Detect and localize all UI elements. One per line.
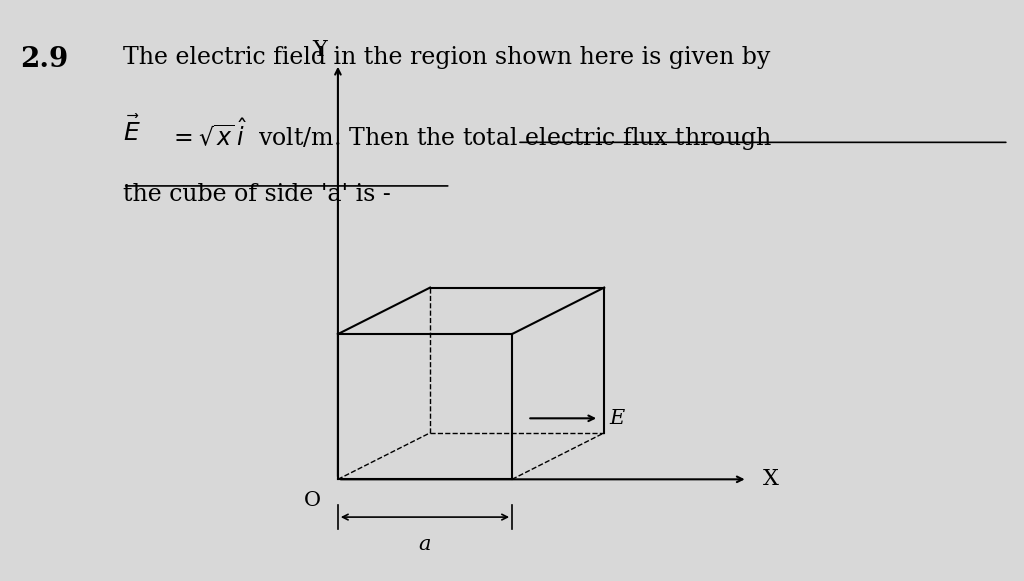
Text: 2.9: 2.9	[20, 46, 69, 73]
Text: O: O	[304, 491, 321, 510]
Text: The electric field in the region shown here is given by: The electric field in the region shown h…	[123, 46, 770, 70]
Text: X: X	[763, 468, 779, 490]
Text: a: a	[419, 535, 431, 554]
Text: $\vec{E}$: $\vec{E}$	[123, 116, 140, 146]
Text: the cube of side 'a' is -: the cube of side 'a' is -	[123, 183, 390, 206]
Text: Y: Y	[312, 39, 327, 61]
Text: $= \sqrt{x}\,\hat{i}$  volt/m. Then the total electric flux through: $= \sqrt{x}\,\hat{i}$ volt/m. Then the t…	[169, 116, 772, 153]
Text: E: E	[609, 409, 625, 428]
